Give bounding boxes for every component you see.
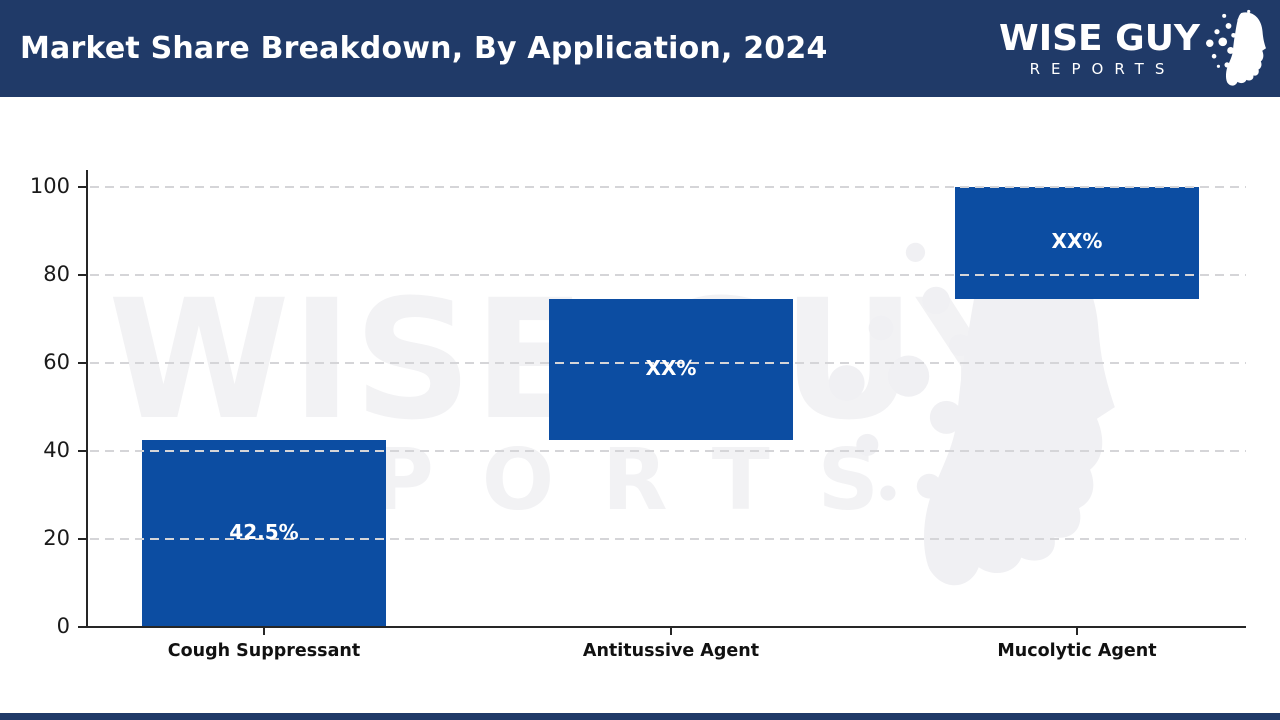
y-axis-tick (78, 186, 87, 188)
y-axis-tick (78, 538, 87, 540)
bar-segment (142, 440, 386, 627)
gridline (90, 538, 1246, 540)
y-axis-tick (78, 626, 87, 628)
bar-value-label: XX% (1051, 229, 1103, 254)
y-axis-tick-label: 40 (43, 438, 70, 462)
y-axis-tick-label: 80 (43, 262, 70, 286)
header-bar: Market Share Breakdown, By Application, … (0, 0, 1280, 97)
x-axis-category-label: Mucolytic Agent (997, 641, 1157, 661)
bar-value-label: 42.5% (229, 519, 299, 544)
footer-bar (0, 713, 1280, 720)
gridline (90, 362, 1246, 364)
y-axis-tick (78, 362, 87, 364)
bar-value-label: XX% (645, 355, 697, 380)
brand-logo: WISE GUY REPORTS (999, 6, 1266, 92)
gridline (90, 274, 1246, 276)
x-axis-line (86, 626, 1246, 628)
gridline (90, 186, 1246, 188)
brand-name: WISE GUY (998, 17, 1200, 59)
wiseguy-face-icon (1206, 9, 1266, 86)
chart-area: 0 20 40 60 80 100 42.5% Cough Suppressant XX% Ant… (0, 97, 1280, 713)
x-axis-category-label: Antitussive Agent (582, 641, 760, 661)
x-axis-tick (263, 628, 265, 635)
y-axis-tick-label: 20 (43, 526, 70, 550)
x-axis-tick (670, 628, 672, 635)
brand-subname: REPORTS (1029, 59, 1176, 78)
x-axis-tick (1076, 628, 1078, 635)
y-axis-tick-label: 100 (29, 174, 70, 198)
gridline (90, 450, 1246, 452)
y-axis-line (86, 170, 88, 628)
y-axis-tick (78, 274, 87, 276)
y-axis-tick (78, 450, 87, 452)
x-axis-category-label: Cough Suppressant (167, 641, 361, 661)
page-title: Market Share Breakdown, By Application, … (20, 31, 828, 66)
bar-segment (549, 299, 793, 440)
y-axis-tick-label: 0 (56, 614, 70, 638)
y-axis-tick-label: 60 (43, 350, 70, 374)
brand-logo-text: WISE GUY REPORTS (998, 17, 1200, 78)
